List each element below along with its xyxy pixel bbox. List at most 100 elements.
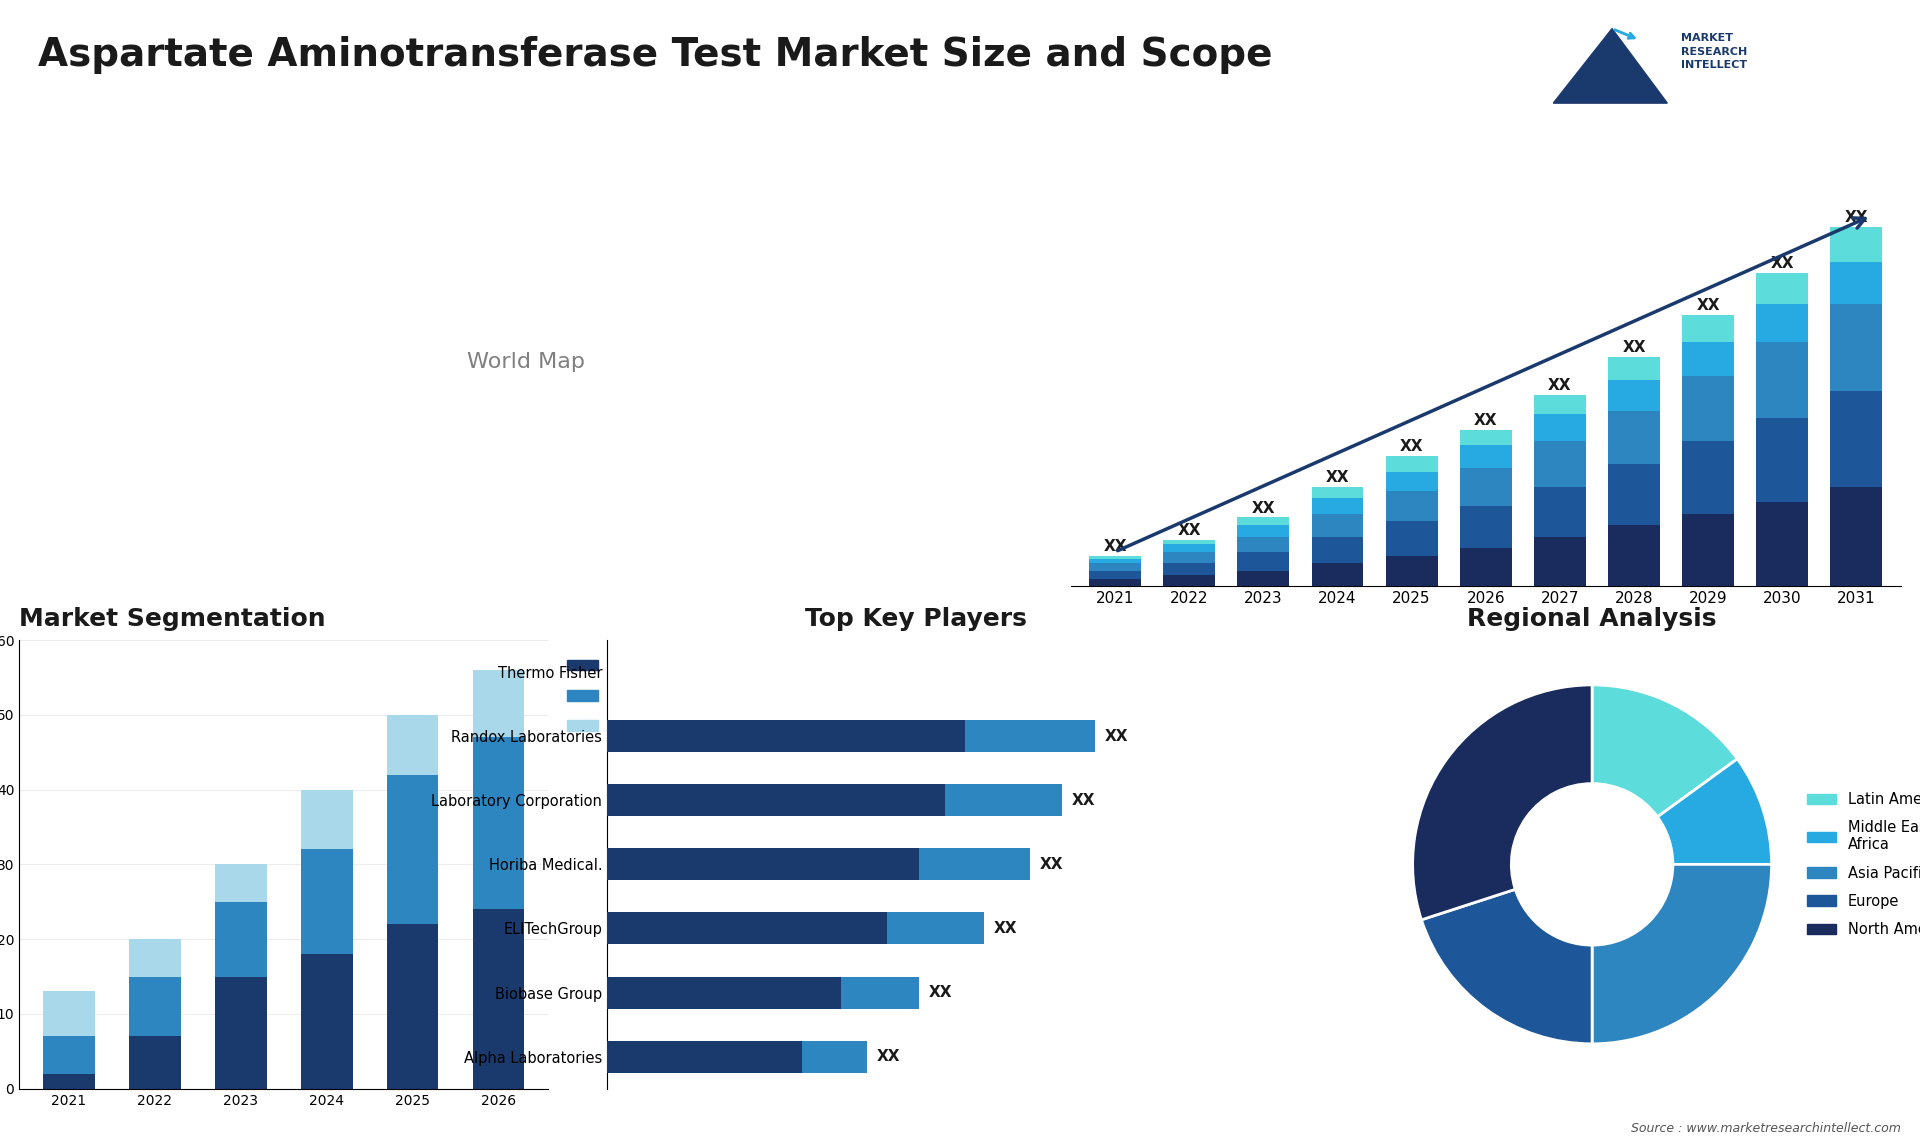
Bar: [1534, 395, 1586, 415]
Bar: [1534, 487, 1586, 536]
Bar: [1238, 518, 1290, 525]
Text: XX: XX: [1845, 211, 1868, 226]
Bar: [1089, 556, 1140, 559]
Bar: [1609, 464, 1661, 525]
Text: XX: XX: [1770, 257, 1793, 272]
Bar: [1386, 521, 1438, 556]
Text: XX: XX: [1697, 298, 1720, 313]
Bar: [1386, 456, 1438, 472]
Bar: [1757, 273, 1809, 304]
Bar: [1830, 261, 1882, 304]
Bar: [1830, 227, 1882, 261]
Text: XX: XX: [1475, 413, 1498, 427]
Bar: [1311, 564, 1363, 587]
Bar: [44, 1074, 94, 1089]
Text: XX: XX: [1177, 524, 1202, 539]
Bar: [1238, 571, 1290, 587]
Bar: [1609, 358, 1661, 380]
Bar: [1089, 579, 1140, 587]
Wedge shape: [1421, 889, 1592, 1044]
Bar: [1534, 536, 1586, 587]
Text: XX: XX: [1104, 729, 1127, 744]
Bar: [1459, 507, 1511, 548]
Legend: Latin America, Middle East &
Africa, Asia Pacific, Europe, North America: Latin America, Middle East & Africa, Asi…: [1801, 786, 1920, 943]
Bar: [607, 976, 841, 1008]
Bar: [1164, 541, 1215, 544]
Bar: [129, 1036, 180, 1089]
Bar: [215, 902, 267, 976]
Bar: [1534, 415, 1586, 441]
Bar: [1164, 575, 1215, 587]
Bar: [1757, 304, 1809, 342]
Bar: [1386, 472, 1438, 490]
Text: Source : www.marketresearchintellect.com: Source : www.marketresearchintellect.com: [1630, 1122, 1901, 1135]
Bar: [129, 976, 180, 1036]
Text: XX: XX: [877, 1049, 900, 1065]
Text: World Map: World Map: [467, 352, 586, 371]
Text: MARKET
RESEARCH
INTELLECT: MARKET RESEARCH INTELLECT: [1682, 33, 1747, 70]
Bar: [1459, 445, 1511, 468]
Bar: [1238, 525, 1290, 536]
Text: Aspartate Aminotransferase Test Market Size and Scope: Aspartate Aminotransferase Test Market S…: [38, 37, 1273, 74]
Bar: [472, 909, 524, 1089]
Bar: [1682, 315, 1734, 342]
Bar: [1164, 544, 1215, 552]
Bar: [964, 720, 1094, 752]
Bar: [1757, 502, 1809, 587]
Bar: [1386, 490, 1438, 521]
Bar: [388, 775, 438, 924]
Polygon shape: [1553, 29, 1667, 103]
Bar: [1089, 559, 1140, 564]
Wedge shape: [1592, 685, 1738, 817]
Bar: [1609, 380, 1661, 410]
Bar: [1311, 536, 1363, 564]
Bar: [1534, 441, 1586, 487]
Bar: [607, 784, 945, 816]
Text: XX: XX: [995, 921, 1018, 936]
Bar: [44, 1036, 94, 1074]
Bar: [1682, 513, 1734, 587]
Bar: [1386, 556, 1438, 587]
Text: XX: XX: [1104, 539, 1127, 554]
Text: XX: XX: [929, 986, 952, 1000]
Title: Regional Analysis: Regional Analysis: [1467, 607, 1716, 631]
Bar: [1830, 392, 1882, 487]
Bar: [215, 976, 267, 1089]
Bar: [301, 955, 353, 1089]
Bar: [1757, 418, 1809, 502]
Bar: [920, 848, 1029, 880]
Bar: [1830, 487, 1882, 587]
Text: XX: XX: [1325, 470, 1350, 485]
Text: XX: XX: [1252, 501, 1275, 516]
Title: Top Key Players: Top Key Players: [804, 607, 1027, 631]
Bar: [1311, 499, 1363, 513]
Bar: [607, 848, 920, 880]
Bar: [44, 991, 94, 1036]
Bar: [1238, 536, 1290, 552]
Bar: [945, 784, 1062, 816]
Bar: [1830, 304, 1882, 392]
Bar: [607, 912, 887, 944]
Text: XX: XX: [1039, 857, 1064, 872]
Bar: [1459, 468, 1511, 507]
Bar: [1682, 441, 1734, 513]
Bar: [472, 670, 524, 737]
Bar: [388, 924, 438, 1089]
Bar: [1459, 430, 1511, 445]
Bar: [1682, 376, 1734, 441]
Bar: [1164, 564, 1215, 575]
Text: XX: XX: [1622, 340, 1645, 355]
Bar: [301, 790, 353, 849]
Bar: [1164, 552, 1215, 564]
Bar: [1089, 564, 1140, 571]
Wedge shape: [1592, 864, 1772, 1044]
Bar: [1609, 525, 1661, 587]
Bar: [301, 849, 353, 955]
Bar: [607, 1041, 803, 1073]
Bar: [1089, 571, 1140, 579]
Text: XX: XX: [1400, 439, 1423, 455]
Legend: Type, Application, Geography: Type, Application, Geography: [561, 652, 703, 740]
Bar: [1311, 487, 1363, 499]
Wedge shape: [1657, 759, 1772, 864]
Bar: [472, 737, 524, 909]
